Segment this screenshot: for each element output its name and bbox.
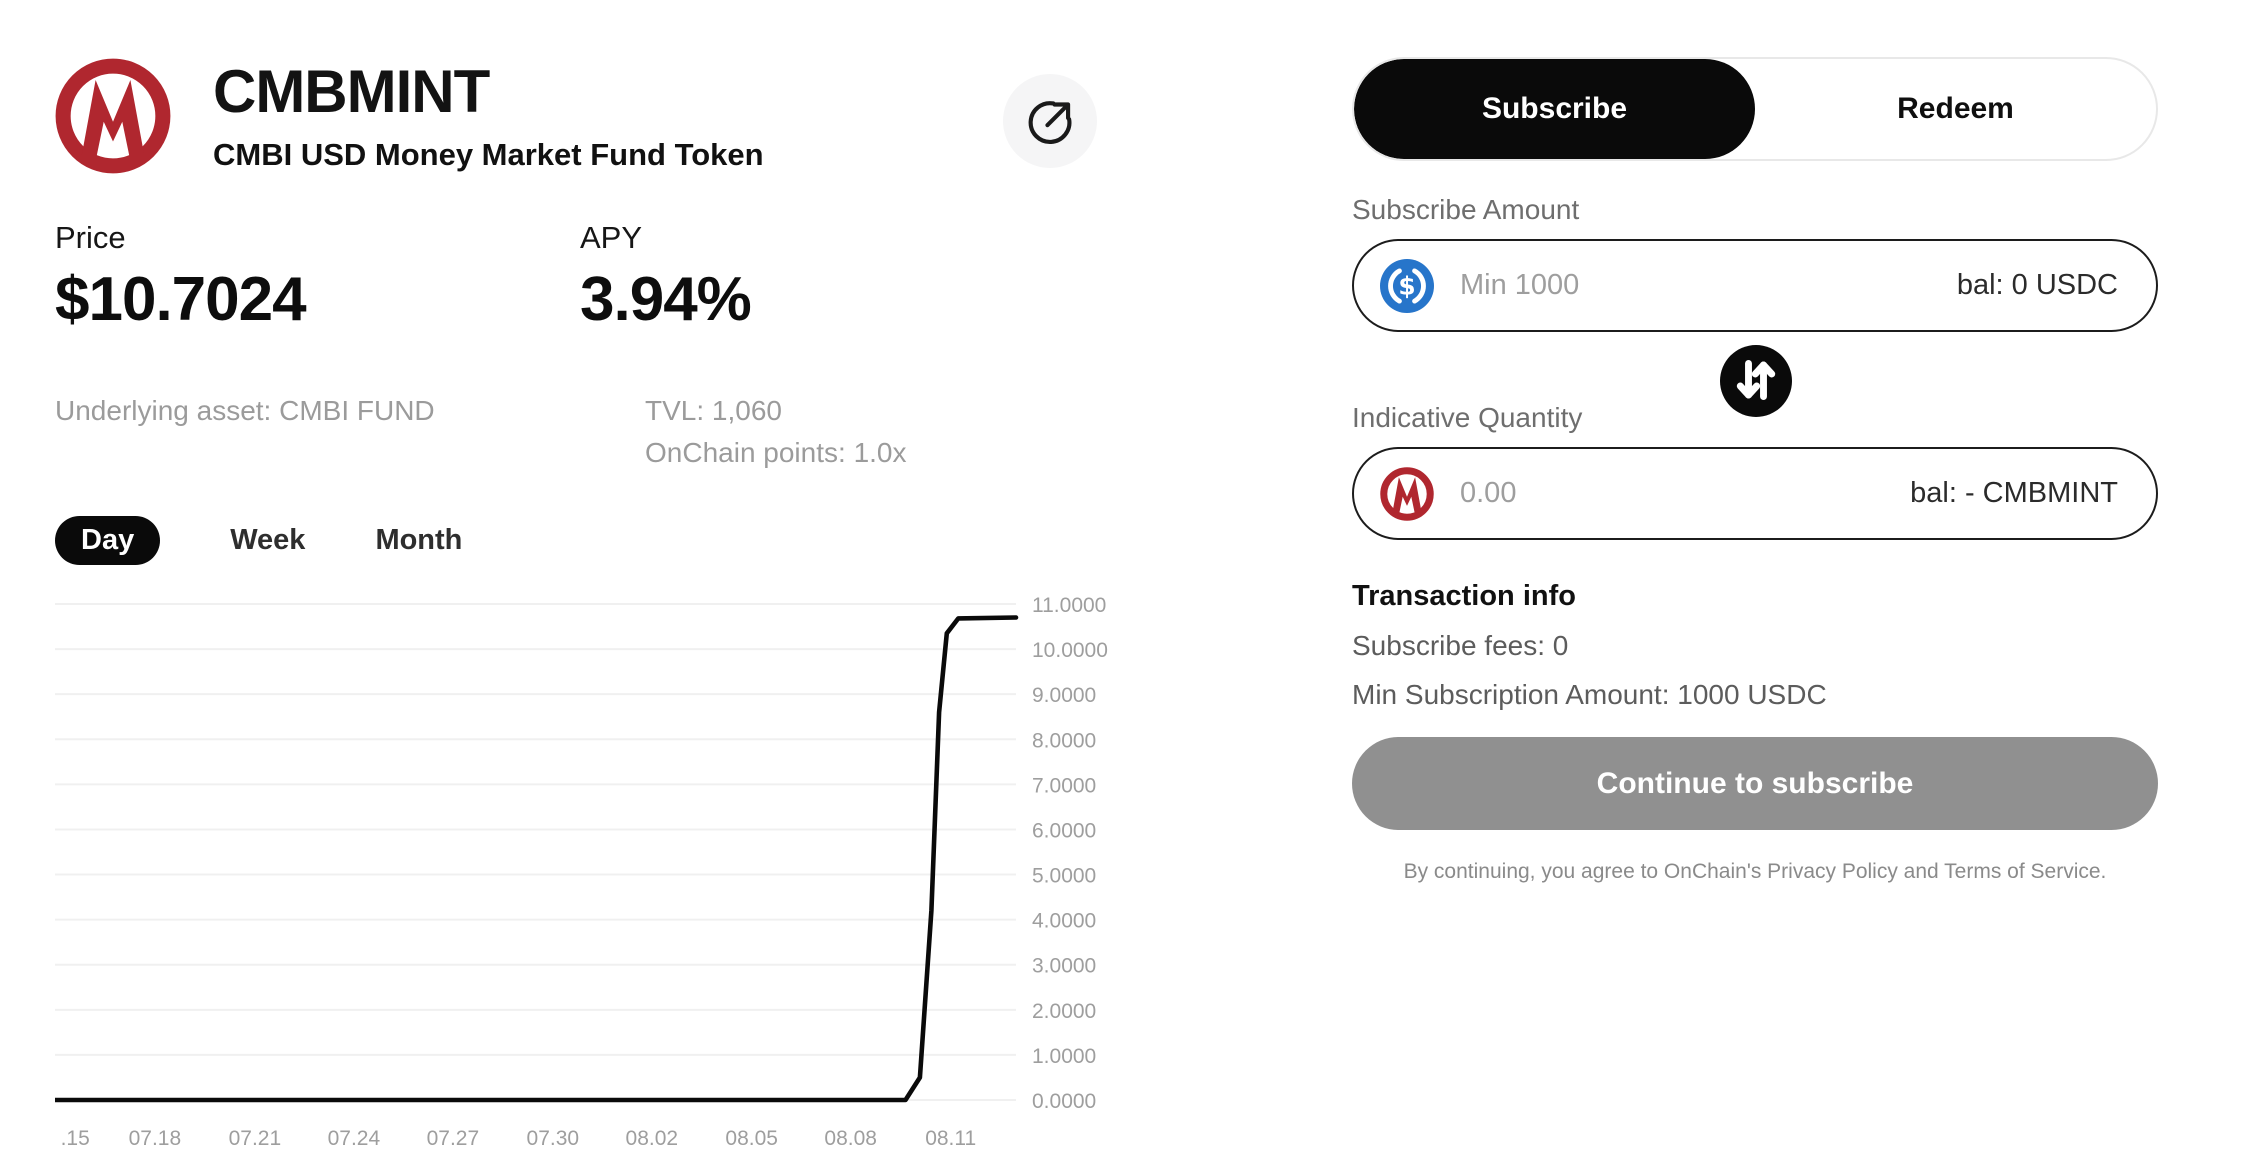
apy-label: APY (580, 220, 643, 255)
price-line (52, 615, 1019, 1103)
y-tick-label: 1.0000 (1032, 1045, 1096, 1068)
usdc-balance: bal: 0 USDC (1956, 269, 2118, 301)
underlying-asset: Underlying asset: CMBI FUND (55, 395, 435, 426)
indicative-quantity-field[interactable]: bal: - CMBMINT (1352, 447, 2158, 540)
page-title: CMBMINT (213, 58, 490, 125)
x-tick-label: 08.08 (824, 1127, 877, 1150)
subscribe-panel: Subscribe Redeem Subscribe Amount $ bal:… (1352, 57, 2158, 884)
x-tick-label: 08.02 (626, 1127, 679, 1150)
token-header: CMBMINT CMBI USD Money Market Fund Token (55, 58, 1200, 178)
share-button[interactable] (1003, 74, 1097, 168)
tvl-value: TVL: 1,060 (645, 395, 782, 426)
y-tick-label: 0.0000 (1032, 1090, 1096, 1113)
y-tick-label: 9.0000 (1032, 684, 1096, 707)
x-tick-label: 07.30 (527, 1127, 580, 1150)
x-tick-label: 07.21 (229, 1127, 282, 1150)
tab-week[interactable]: Week (230, 523, 306, 556)
token-subtitle: CMBI USD Money Market Fund Token (213, 137, 764, 172)
apy-value: 3.94% (580, 265, 752, 334)
svg-text:$: $ (1398, 271, 1415, 300)
x-tick-label: 07.24 (328, 1127, 381, 1150)
tab-redeem[interactable]: Redeem (1755, 59, 2156, 159)
tab-month[interactable]: Month (375, 523, 463, 556)
x-tick-label: 07.27 (427, 1127, 480, 1150)
y-tick-label: 6.0000 (1032, 819, 1096, 842)
cmbmint-balance: bal: - CMBMINT (1910, 477, 2118, 509)
y-tick-label: 4.0000 (1032, 910, 1096, 933)
y-tick-label: 5.0000 (1032, 865, 1096, 888)
token-section: CMBMINT CMBI USD Money Market Fund Token… (52, 58, 1200, 1164)
transaction-info-title: Transaction info (1352, 580, 1576, 612)
subscribe-amount-field[interactable]: $ bal: 0 USDC (1352, 239, 2158, 332)
indicative-quantity-label: Indicative Quantity (1352, 402, 1583, 433)
tab-subscribe[interactable]: Subscribe (1354, 59, 1755, 159)
tab-day[interactable]: Day (55, 515, 161, 565)
range-tabs: Day Week Month (55, 515, 1200, 565)
y-tick-label: 11.0000 (1032, 594, 1106, 617)
action-tabs: Subscribe Redeem (1352, 57, 2158, 161)
x-tick-label: 07.18 (129, 1127, 182, 1150)
subscribe-fees-row: Subscribe fees: 0 (1352, 630, 1569, 661)
token-stats: Price $10.7024 APY 3.94% Underlying asse… (55, 220, 1200, 468)
y-tick-label: 10.0000 (1032, 639, 1108, 662)
price-value: $10.7024 (55, 265, 307, 334)
share-icon (1019, 89, 1081, 154)
swap-icon (1720, 344, 1792, 419)
onchain-points: OnChain points: 1.0x (645, 437, 907, 468)
y-tick-label: 3.0000 (1032, 955, 1096, 978)
subscribe-amount-input[interactable] (1460, 269, 1957, 302)
x-tick-label: .15 (61, 1127, 90, 1150)
min-subscription-row: Min Subscription Amount: 1000 USDC (1352, 679, 1827, 710)
token-names: CMBMINT CMBI USD Money Market Fund Token (213, 58, 764, 173)
cmbmint-token-icon (1380, 466, 1434, 521)
y-tick-label: 2.0000 (1032, 1000, 1096, 1023)
indicative-quantity-input[interactable] (1460, 477, 1911, 510)
fund-meta: TVL: 1,060 OnChain points: 1.0x (645, 390, 907, 474)
continue-to-subscribe-button[interactable]: Continue to subscribe (1352, 737, 2158, 830)
swap-button[interactable] (1720, 345, 1792, 417)
x-tick-label: 08.05 (725, 1127, 778, 1150)
price-chart-svg: 11.0000 10.0000 9.0000 8.0000 7.0000 6.0000 5.… (52, 594, 1108, 1150)
y-tick-label: 8.0000 (1032, 729, 1096, 752)
subscribe-amount-label: Subscribe Amount (1352, 194, 1580, 225)
usdc-icon: $ (1380, 258, 1434, 313)
price-chart: 11.0000 10.0000 9.0000 8.0000 7.0000 6.0000 5.… (52, 593, 1200, 1164)
disclaimer-text: By continuing, you agree to OnChain's Pr… (1403, 860, 2107, 883)
x-tick-label: 08.11 (925, 1127, 976, 1150)
price-label: Price (55, 220, 126, 255)
y-tick-label: 7.0000 (1032, 774, 1096, 797)
cmbmint-logo-icon (55, 58, 171, 174)
